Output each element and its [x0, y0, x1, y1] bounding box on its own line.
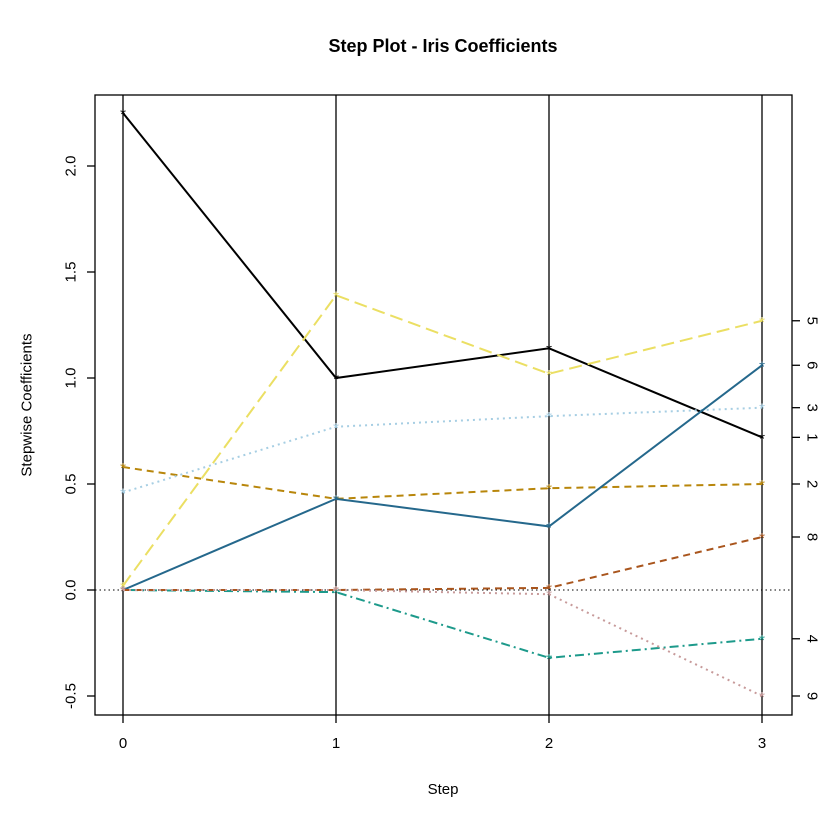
y-tick-label: 0.0 — [63, 580, 80, 601]
point-marker: * — [546, 651, 552, 668]
point-marker: * — [759, 477, 765, 494]
x-tick-label: 0 — [119, 735, 127, 752]
point-marker: * — [120, 106, 126, 123]
right-axis-label: 9 — [804, 692, 821, 700]
y-tick-label: 0.5 — [63, 474, 80, 495]
point-marker: * — [759, 314, 765, 331]
series-line-6 — [122, 364, 763, 591]
point-marker: * — [546, 519, 552, 536]
series-line-8 — [123, 536, 763, 591]
right-axis-label: 8 — [804, 533, 821, 541]
point-marker: * — [120, 583, 126, 600]
series-line-4 — [122, 589, 763, 659]
y-axis-title: Stepwise Coefficients — [18, 333, 36, 477]
x-tick-label: 2 — [545, 735, 553, 752]
y-tick-label: 2.0 — [63, 156, 80, 177]
point-marker: * — [333, 371, 339, 388]
point-marker: * — [333, 585, 339, 602]
series-line-9 — [123, 589, 763, 697]
point-marker: * — [333, 288, 339, 305]
point-marker: * — [759, 530, 765, 547]
point-marker: * — [546, 341, 552, 358]
point-marker: * — [333, 492, 339, 509]
point-marker: * — [759, 632, 765, 649]
point-marker: * — [546, 581, 552, 598]
point-marker: * — [120, 460, 126, 477]
point-marker: * — [333, 583, 339, 600]
x-axis-title: Step — [427, 781, 459, 798]
x-tick-label: 3 — [758, 735, 766, 752]
right-axis-label: 1 — [804, 433, 821, 441]
series-line-3 — [122, 406, 763, 494]
point-marker: * — [546, 587, 552, 604]
series-line-1 — [122, 112, 763, 439]
point-marker: * — [333, 583, 339, 600]
point-marker: * — [759, 401, 765, 418]
series-line-5 — [122, 294, 763, 587]
point-marker: * — [120, 583, 126, 600]
point-marker: * — [759, 689, 765, 706]
point-marker: * — [120, 579, 126, 596]
y-tick-label: -0.5 — [63, 683, 80, 709]
point-marker: * — [759, 430, 765, 447]
point-marker: * — [333, 420, 339, 437]
right-axis-label: 3 — [804, 404, 821, 412]
plot-box — [94, 94, 793, 716]
point-marker: * — [759, 358, 765, 375]
point-marker: * — [120, 583, 126, 600]
right-axis-label: 5 — [804, 317, 821, 325]
point-marker: * — [546, 409, 552, 426]
series-line-2 — [122, 466, 763, 500]
point-marker: * — [120, 485, 126, 502]
point-marker: * — [120, 583, 126, 600]
right-axis-label: 4 — [804, 635, 821, 643]
point-marker: * — [546, 367, 552, 384]
right-axis-label: 6 — [804, 361, 821, 369]
y-tick-label: 1.5 — [63, 262, 80, 283]
x-tick-label: 1 — [332, 735, 340, 752]
right-axis-label: 2 — [804, 480, 821, 488]
y-tick-label: 1.0 — [63, 368, 80, 389]
point-marker: * — [546, 481, 552, 498]
point-marker: * — [333, 492, 339, 509]
chart-title: Step Plot - Iris Coefficients — [328, 36, 558, 56]
